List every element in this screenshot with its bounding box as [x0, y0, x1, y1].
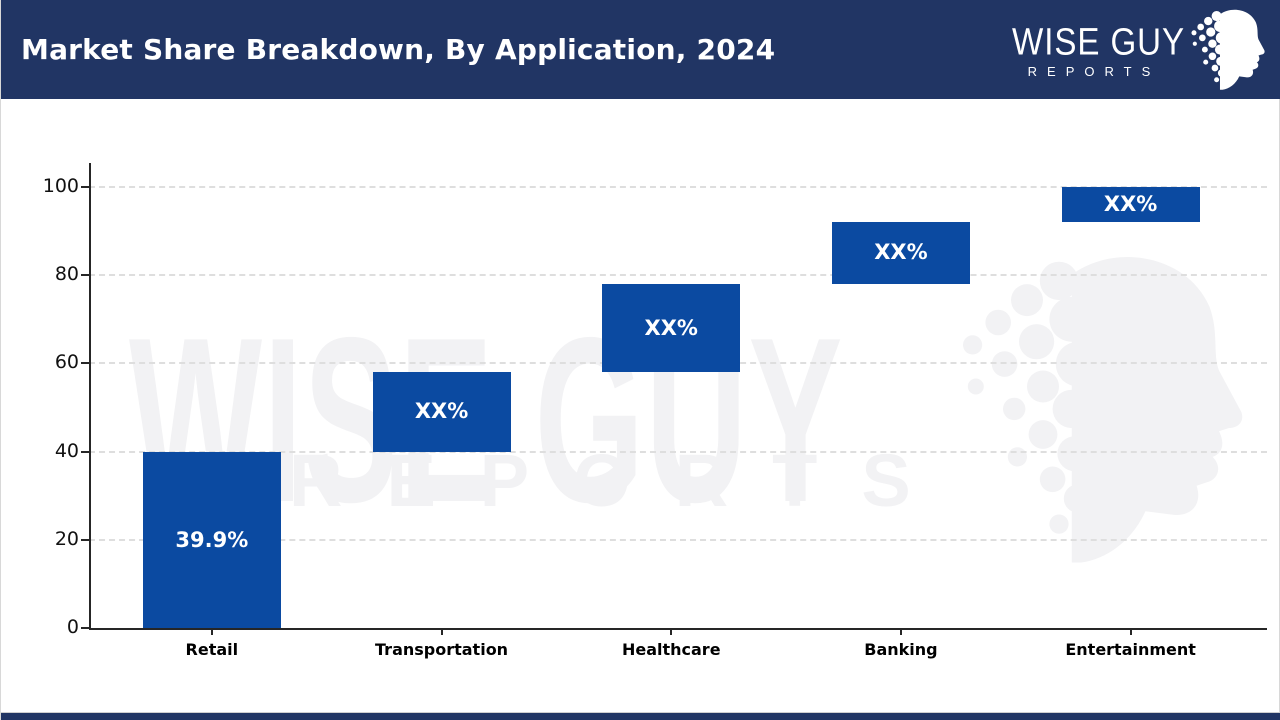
x-tick-label: Transportation	[375, 640, 509, 659]
y-tick-label: 40	[54, 439, 79, 462]
y-tick-label: 0	[66, 616, 79, 638]
bar-banking	[831, 222, 970, 284]
gridline-100	[89, 185, 1267, 188]
logo-primary-text: WISE GUY	[1012, 19, 1185, 63]
bar-value-label: 39.9%	[175, 527, 249, 552]
watermark-head-icon	[963, 257, 1243, 563]
header-bar: Market Share Breakdown, By Application, …	[1, 0, 1280, 99]
bar-transportation	[372, 372, 511, 452]
x-tick-label: Banking	[864, 640, 938, 659]
wiseguy-logo: WISE GUY REPORTS	[997, 6, 1267, 94]
y-axis-spine	[89, 163, 91, 630]
gridline-40	[89, 450, 1267, 453]
y-tick-mark	[81, 627, 89, 629]
x-axis-spine	[89, 628, 1267, 630]
x-tick-mark	[899, 628, 902, 635]
wiseguy-head-icon	[1191, 9, 1265, 90]
y-tick-mark	[81, 450, 89, 453]
footer-divider	[1, 712, 1280, 713]
x-tick-mark	[670, 628, 673, 635]
y-tick-mark	[81, 362, 89, 365]
bar-healthcare	[602, 283, 741, 373]
y-tick-mark	[81, 274, 89, 277]
wiseguy-logo-text: WISE GUY REPORTS	[997, 19, 1185, 79]
bar-value-label: XX%	[644, 315, 698, 340]
gridline-80	[89, 274, 1267, 277]
bar-value-label: XX%	[874, 240, 928, 265]
page-title: Market Share Breakdown, By Application, …	[21, 33, 776, 66]
x-tick-label: Entertainment	[1065, 640, 1196, 659]
x-tick-label: Healthcare	[621, 640, 721, 659]
bar-entertainment	[1061, 186, 1200, 223]
y-tick-label: 100	[42, 174, 79, 197]
x-tick-mark	[440, 628, 443, 635]
footer-bar	[1, 713, 1280, 720]
x-tick-mark	[1129, 628, 1132, 635]
gridline-20	[89, 538, 1267, 541]
y-tick-label: 60	[54, 351, 79, 374]
waterfall-chart: 0 20 40 60 80 100 39.9% Retail XX% Transportation…	[1, 99, 1280, 713]
bar-value-label: XX%	[1103, 191, 1158, 216]
y-tick-mark	[81, 185, 89, 188]
watermark-secondary: REPORTS	[289, 439, 955, 522]
bar-value-label: XX%	[414, 399, 469, 424]
y-tick-label: 80	[54, 263, 79, 286]
x-tick-mark	[210, 628, 213, 635]
x-tick-label: Retail	[185, 640, 239, 659]
y-tick-mark	[81, 538, 89, 541]
y-tick-label: 20	[54, 527, 79, 550]
logo-secondary-text: REPORTS	[1027, 64, 1161, 79]
bar-retail	[142, 451, 281, 628]
